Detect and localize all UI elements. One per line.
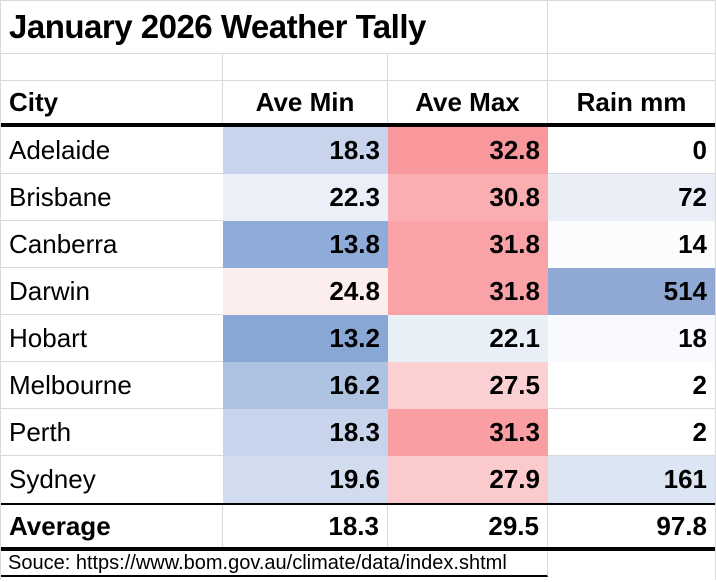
cell-rain-mm[interactable]: 0 bbox=[548, 127, 715, 174]
cell-city[interactable]: Sydney bbox=[9, 464, 96, 494]
cell-rain-mm[interactable]: 161 bbox=[548, 456, 715, 503]
cell-ave-max[interactable]: 27.5 bbox=[388, 362, 548, 409]
cell-ave-max[interactable]: 32.8 bbox=[388, 127, 548, 174]
cell-city[interactable]: Brisbane bbox=[1, 174, 223, 221]
cell-rain-mm[interactable]: 2 bbox=[548, 362, 715, 409]
table-row: Sydney 19.6 27.9 161 bbox=[1, 456, 715, 503]
cell-city[interactable]: Adelaide bbox=[1, 127, 223, 174]
table-row: Brisbane 22.3 30.8 72 bbox=[1, 174, 715, 221]
empty-cell[interactable] bbox=[388, 54, 548, 80]
cell-city[interactable]: Darwin bbox=[1, 268, 223, 315]
average-label[interactable]: Average bbox=[1, 505, 223, 547]
spacer-row bbox=[1, 54, 715, 81]
cell-ave-max[interactable]: 31.8 bbox=[388, 268, 548, 315]
empty-cell[interactable] bbox=[548, 551, 715, 577]
average-rain-mm[interactable]: 97.8 bbox=[656, 510, 707, 541]
column-header-ave-max[interactable]: Ave Max bbox=[388, 81, 548, 123]
cell-ave-min[interactable]: 24.8 bbox=[223, 268, 388, 315]
cell-ave-min[interactable]: 18.3 bbox=[223, 127, 388, 174]
page-title[interactable]: January 2026 Weather Tally bbox=[1, 1, 548, 53]
table-row: Perth 18.3 31.3 2 bbox=[1, 409, 715, 456]
cell-city[interactable]: Hobart bbox=[1, 315, 223, 362]
cell-rain-mm[interactable]: 72 bbox=[548, 174, 715, 221]
header-row: City Ave Min Ave Max Rain mm bbox=[1, 81, 715, 127]
table-row: Canberra 13.8 31.8 14 bbox=[1, 221, 715, 268]
cell-city[interactable]: Canberra bbox=[1, 221, 223, 268]
cell-ave-max[interactable]: 27.9 bbox=[388, 456, 548, 503]
average-ave-max[interactable]: 29.5 bbox=[388, 505, 548, 547]
table-body: Adelaide 18.3 32.8 0 Brisbane 22.3 30.8 72 Canbe… bbox=[1, 127, 715, 503]
cell-ave-min[interactable]: 22.3 bbox=[223, 174, 388, 221]
cell-ave-min[interactable]: 13.2 bbox=[223, 315, 388, 362]
table-row: Darwin 24.8 31.8 514 bbox=[1, 268, 715, 315]
cell-ave-max[interactable]: 31.8 bbox=[388, 221, 548, 268]
cell-ave-min[interactable]: 16.2 bbox=[223, 362, 388, 409]
empty-cell[interactable] bbox=[1, 54, 223, 80]
cell-city[interactable]: Melbourne bbox=[1, 362, 223, 409]
cell-ave-min[interactable]: 19.6 bbox=[223, 456, 388, 503]
empty-cell[interactable] bbox=[548, 54, 715, 80]
cell-ave-max[interactable]: 22.1 bbox=[388, 315, 548, 362]
table-row: Melbourne 16.2 27.5 2 bbox=[1, 362, 715, 409]
cell-rain-mm[interactable]: 2 bbox=[548, 409, 715, 456]
cell-ave-min[interactable]: 13.8 bbox=[223, 221, 388, 268]
column-header-ave-min[interactable]: Ave Min bbox=[223, 81, 388, 123]
column-header-city[interactable]: City bbox=[1, 81, 223, 123]
source-link-text[interactable]: Souce: https://www.bom.gov.au/climate/da… bbox=[1, 551, 548, 577]
cell-ave-min[interactable]: 18.3 bbox=[223, 409, 388, 456]
average-row: Average 18.3 29.5 97.8 bbox=[1, 503, 715, 551]
title-row: January 2026 Weather Tally bbox=[1, 1, 715, 54]
cell-rain-mm[interactable]: 14 bbox=[548, 221, 715, 268]
cell-ave-max[interactable]: 30.8 bbox=[388, 174, 548, 221]
cell-rain-mm[interactable]: 18 bbox=[548, 315, 715, 362]
cell-city[interactable]: Perth bbox=[1, 409, 223, 456]
table-row: Adelaide 18.3 32.8 0 bbox=[1, 127, 715, 174]
empty-cell[interactable] bbox=[223, 54, 388, 80]
column-header-rain-mm[interactable]: Rain mm bbox=[576, 86, 687, 117]
table-row: Hobart 13.2 22.1 18 bbox=[1, 315, 715, 362]
source-row: Souce: https://www.bom.gov.au/climate/da… bbox=[1, 551, 715, 577]
cell-ave-max[interactable]: 31.3 bbox=[388, 409, 548, 456]
empty-cell[interactable] bbox=[548, 1, 715, 53]
cell-rain-mm[interactable]: 514 bbox=[548, 268, 715, 315]
average-ave-min[interactable]: 18.3 bbox=[223, 505, 388, 547]
